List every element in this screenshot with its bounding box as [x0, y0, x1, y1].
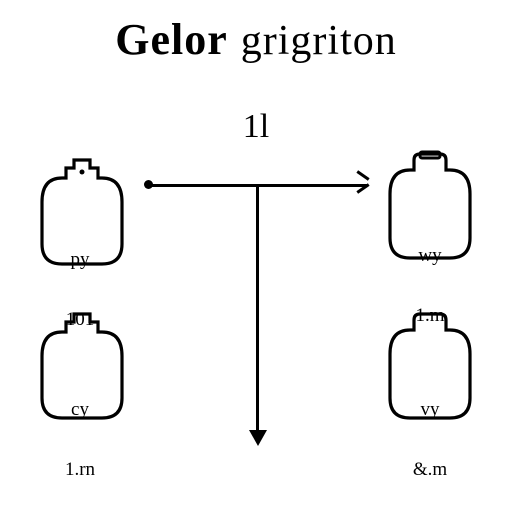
- vessel-bl-label-line2: 1.rn: [50, 460, 110, 480]
- axis-vertical: [256, 184, 259, 432]
- center-label: 1l: [0, 108, 512, 146]
- vessel-bl-label: cy 1.rn: [50, 360, 110, 520]
- title-left: Gelor: [115, 15, 228, 64]
- title-right: grigriton: [241, 18, 397, 64]
- vessel-tl-label-line1: py: [50, 250, 110, 270]
- vessel-bl-label-line1: cy: [50, 400, 110, 420]
- diagram-root: Gelor grigriton 1l py 101 wy 1.m cy 1.rn: [0, 0, 512, 512]
- vessel-tr-label-line1: wy: [400, 246, 460, 266]
- vessel-br-label: vy &.m: [400, 360, 460, 520]
- axis-end-left-icon: [144, 180, 153, 189]
- axis-cross-tick: [248, 184, 266, 187]
- vessel-br-label-line2: &.m: [400, 460, 460, 480]
- page-title: Gelor grigriton: [0, 14, 512, 65]
- vessel-br-label-line1: vy: [400, 400, 460, 420]
- arrow-down-icon: [249, 430, 267, 446]
